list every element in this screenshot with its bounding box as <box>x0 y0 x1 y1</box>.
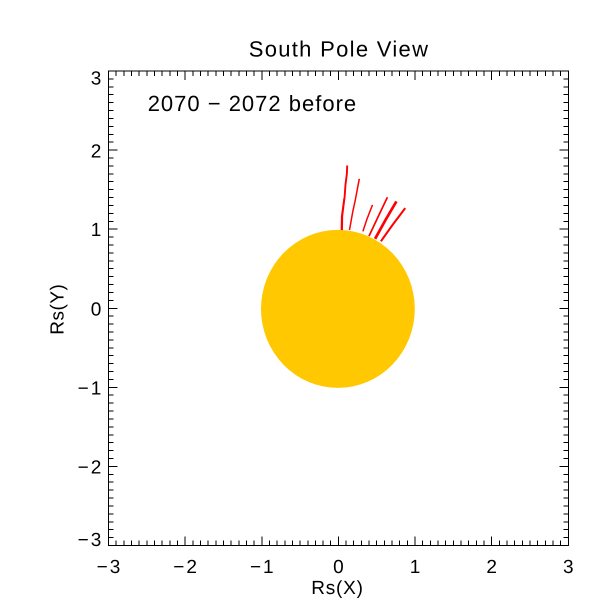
svg-text:2: 2 <box>91 141 102 162</box>
svg-text:1: 1 <box>91 220 102 241</box>
svg-text:−1: −1 <box>250 557 276 578</box>
svg-text:0: 0 <box>333 557 344 578</box>
svg-text:South Pole View: South Pole View <box>249 36 430 61</box>
svg-text:−2: −2 <box>78 458 104 479</box>
svg-text:3: 3 <box>563 557 574 578</box>
svg-text:−3: −3 <box>97 557 123 578</box>
svg-text:1: 1 <box>410 557 421 578</box>
svg-text:−2: −2 <box>173 557 199 578</box>
svg-text:3: 3 <box>91 69 102 90</box>
svg-text:2: 2 <box>486 557 497 578</box>
svg-text:0: 0 <box>91 299 102 320</box>
svg-text:Rs(X): Rs(X) <box>311 578 364 599</box>
svg-text:−3: −3 <box>78 530 104 551</box>
svg-text:Rs(Y): Rs(Y) <box>48 284 69 335</box>
svg-text:2070 − 2072 before: 2070 − 2072 before <box>148 91 357 116</box>
svg-text:−1: −1 <box>78 379 104 400</box>
